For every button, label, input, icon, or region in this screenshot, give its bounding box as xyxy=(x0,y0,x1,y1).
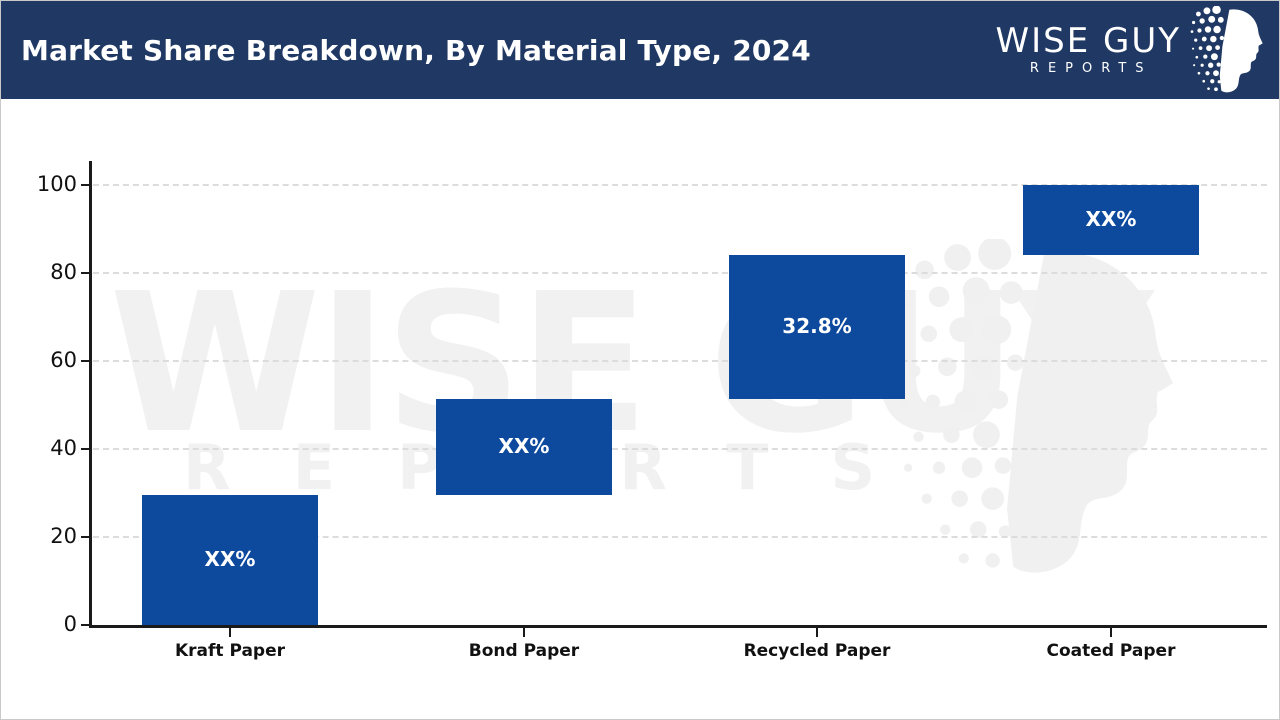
brand-face-icon xyxy=(1190,6,1263,93)
gridline xyxy=(93,536,1267,538)
brand-subtitle: REPORTS xyxy=(1029,61,1153,77)
bar-value-label: 32.8% xyxy=(782,314,852,339)
bar-kraft-paper xyxy=(142,495,318,625)
gridline xyxy=(93,448,1267,450)
gridline xyxy=(93,360,1267,362)
y-tick-label: 100 xyxy=(36,172,77,196)
brand-wordmark: WISE GUY REPORTS xyxy=(995,20,1181,77)
y-tick xyxy=(81,536,90,538)
y-tick-label: 40 xyxy=(50,436,77,460)
bar-recycled-paper xyxy=(729,254,905,400)
y-tick-label: 20 xyxy=(50,524,77,548)
watermark-face-icon xyxy=(894,239,1173,573)
x-tick xyxy=(1110,628,1112,637)
x-tick-label: Coated Paper xyxy=(1046,641,1176,661)
y-tick xyxy=(81,184,90,186)
bar-value-label: XX% xyxy=(1085,206,1137,231)
y-tick xyxy=(81,360,90,362)
x-tick xyxy=(523,628,525,637)
y-tick-label: 80 xyxy=(50,260,77,284)
y-tick xyxy=(81,448,90,450)
y-tick-label: 60 xyxy=(50,348,77,372)
bar-value-label: XX% xyxy=(204,547,256,572)
gridline xyxy=(93,272,1267,274)
y-axis-line xyxy=(89,161,92,628)
brand-logo: WISE GUY REPORTS xyxy=(995,5,1271,95)
gridline xyxy=(93,184,1267,186)
x-axis-line xyxy=(89,625,1267,628)
y-tick-label: 0 xyxy=(63,612,77,636)
y-tick xyxy=(81,272,90,274)
header: Market Share Breakdown, By Material Type… xyxy=(1,1,1279,99)
x-tick-label: Recycled Paper xyxy=(743,641,891,661)
bar-value-label: XX% xyxy=(498,434,550,459)
brand-name: WISE GUY xyxy=(995,20,1181,61)
bar-bond-paper xyxy=(436,399,612,496)
x-tick-label: Bond Paper xyxy=(468,641,580,661)
x-tick xyxy=(816,628,818,637)
bar-coated-paper xyxy=(1023,185,1199,255)
y-tick xyxy=(81,624,90,626)
x-tick-label: Kraft Paper xyxy=(174,641,286,661)
x-tick xyxy=(229,628,231,637)
page-title: Market Share Breakdown, By Material Type… xyxy=(21,33,811,67)
